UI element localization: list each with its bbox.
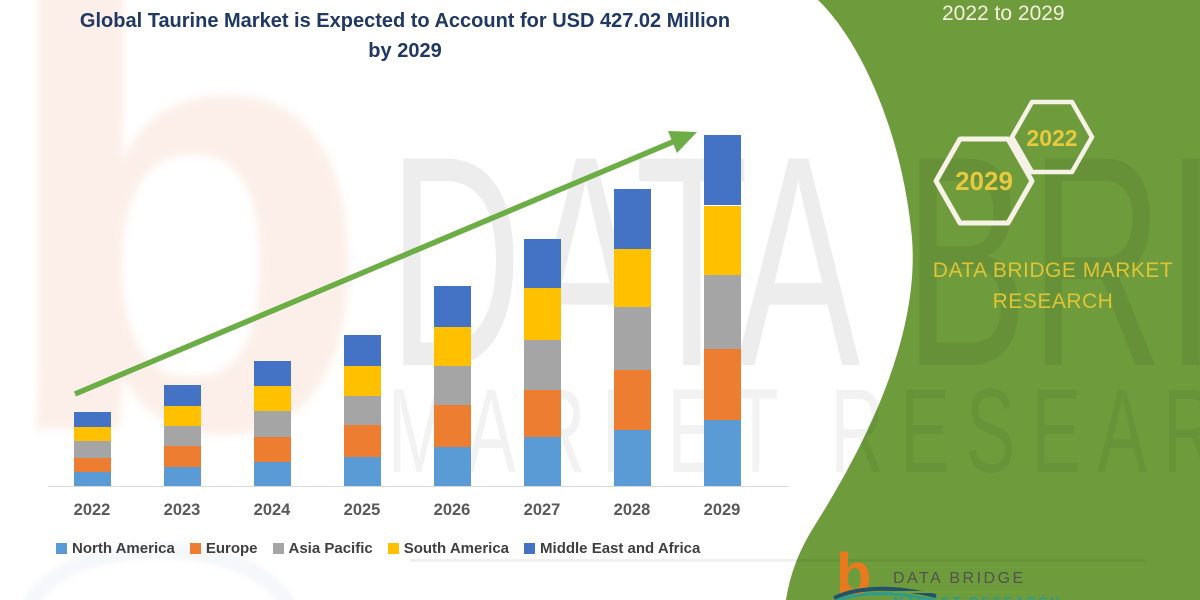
brand-line1: DATA BRIDGE MARKET bbox=[932, 259, 1174, 282]
bar-segment-2025-europe bbox=[343, 425, 381, 457]
bar-segment-2028-south-america bbox=[613, 248, 651, 307]
bar-segment-2027-north-america bbox=[523, 436, 561, 487]
forecast-range-label: 2022 to 2029 bbox=[942, 2, 1065, 25]
bar-segment-2026-north-america bbox=[433, 447, 471, 487]
chart-legend: North America Europe Asia Pacific South Ame… bbox=[56, 540, 700, 557]
bar-segment-2024-middle-east-and-africa bbox=[253, 360, 291, 387]
bar-segment-2025-south-america bbox=[343, 366, 381, 397]
chart-title: Global Taurine Market is Expected to Acc… bbox=[0, 6, 810, 66]
bar-segment-2029-asia-pacific bbox=[703, 275, 741, 349]
bar-segment-2028-europe bbox=[613, 370, 651, 431]
watermark-marketresearch-text: MARKET RESEARCH bbox=[388, 364, 1200, 498]
x-tick-label-2026: 2026 bbox=[433, 501, 471, 519]
x-tick-label-2027: 2027 bbox=[523, 501, 561, 519]
bar-segment-2027-middle-east-and-africa bbox=[523, 239, 561, 288]
legend-item-middle-east-and-africa: Middle East and Africa bbox=[524, 540, 700, 557]
bar-segment-2026-asia-pacific bbox=[433, 366, 471, 406]
bar-segment-2025-north-america bbox=[343, 457, 381, 487]
bar-segment-2023-south-america bbox=[163, 405, 201, 426]
logo-subtitle-text: MARKET RESEARCH bbox=[893, 595, 1062, 600]
bar-segment-2029-europe bbox=[703, 348, 741, 420]
legend-swatch-icon bbox=[189, 543, 201, 554]
bar-segment-2026-europe bbox=[433, 405, 471, 448]
bar-segment-2027-europe bbox=[523, 389, 561, 437]
legend-swatch-icon bbox=[387, 543, 399, 554]
legend-label: Asia Pacific bbox=[288, 540, 373, 557]
bar-segment-2027-south-america bbox=[523, 287, 561, 340]
legend-swatch-icon bbox=[272, 543, 284, 554]
logo-name-text: DATA BRIDGE bbox=[893, 570, 1026, 587]
bar-segment-2028-middle-east-and-africa bbox=[613, 189, 651, 249]
bar-segment-2029-middle-east-and-africa bbox=[703, 135, 741, 206]
legend-label: South America bbox=[403, 540, 510, 557]
bar-segment-2029-south-america bbox=[703, 205, 741, 276]
bar-segment-2023-asia-pacific bbox=[163, 425, 201, 447]
bar-segment-2024-north-america bbox=[253, 461, 291, 487]
bar-segment-2028-north-america bbox=[613, 430, 651, 487]
x-tick-label-2022: 2022 bbox=[73, 501, 111, 519]
brand-name: DATA BRIDGE MARKET RESEARCH bbox=[930, 255, 1176, 317]
hexagon-2022-icon bbox=[1009, 99, 1095, 175]
hexagon-2022-label: 2022 bbox=[1026, 125, 1077, 151]
x-tick-label-2028: 2028 bbox=[613, 501, 651, 519]
brand-line2: RESEARCH bbox=[992, 290, 1114, 313]
hexagon-2029-icon bbox=[933, 136, 1035, 226]
x-tick-label-2025: 2025 bbox=[343, 501, 381, 519]
bar-segment-2025-middle-east-and-africa bbox=[343, 335, 381, 367]
bar-segment-2023-europe bbox=[163, 446, 201, 467]
bar-segment-2022-south-america bbox=[73, 427, 111, 442]
bar-segment-2024-south-america bbox=[253, 386, 291, 412]
dbmr-logo: b DATA BRIDGE MARKET RESEARCH bbox=[833, 544, 1096, 600]
x-tick-label-2024: 2024 bbox=[253, 501, 291, 519]
legend-label: Middle East and Africa bbox=[540, 540, 701, 557]
bar-segment-2025-asia-pacific bbox=[343, 396, 381, 426]
legend-swatch-icon bbox=[56, 543, 67, 554]
legend-item-asia-pacific: Asia Pacific bbox=[272, 540, 373, 557]
hexagon-2029-label: 2029 bbox=[955, 166, 1013, 196]
legend-item-south-america: South America bbox=[387, 540, 510, 557]
bar-segment-2026-south-america bbox=[433, 327, 471, 367]
bar-segment-2023-north-america bbox=[163, 466, 201, 487]
legend-label: North America bbox=[72, 540, 175, 557]
bar-segment-2023-middle-east-and-africa bbox=[163, 385, 201, 406]
bar-segment-2022-north-america bbox=[73, 472, 111, 487]
chart-title-line1: Global Taurine Market is Expected to Acc… bbox=[79, 10, 731, 32]
legend-item-north-america: North America bbox=[56, 540, 175, 557]
bar-segment-2024-asia-pacific bbox=[253, 411, 291, 437]
bar-segment-2027-asia-pacific bbox=[523, 339, 561, 390]
bar-segment-2022-middle-east-and-africa bbox=[73, 412, 111, 427]
x-tick-label-2023: 2023 bbox=[163, 501, 201, 519]
bar-segment-2028-asia-pacific bbox=[613, 306, 651, 371]
legend-swatch-icon bbox=[524, 543, 536, 554]
logo-underline bbox=[893, 591, 1027, 593]
x-tick-label-2029: 2029 bbox=[703, 501, 741, 519]
bar-segment-2022-asia-pacific bbox=[73, 441, 111, 458]
chart-title-line2: by 2029 bbox=[368, 40, 442, 62]
bar-segment-2024-europe bbox=[253, 436, 291, 462]
legend-item-europe: Europe bbox=[189, 540, 258, 557]
bar-segment-2026-middle-east-and-africa bbox=[433, 286, 471, 327]
x-axis-line bbox=[48, 486, 788, 487]
bar-segment-2029-north-america bbox=[703, 419, 741, 487]
bar-segment-2022-europe bbox=[73, 458, 111, 472]
legend-label: Europe bbox=[205, 540, 258, 557]
